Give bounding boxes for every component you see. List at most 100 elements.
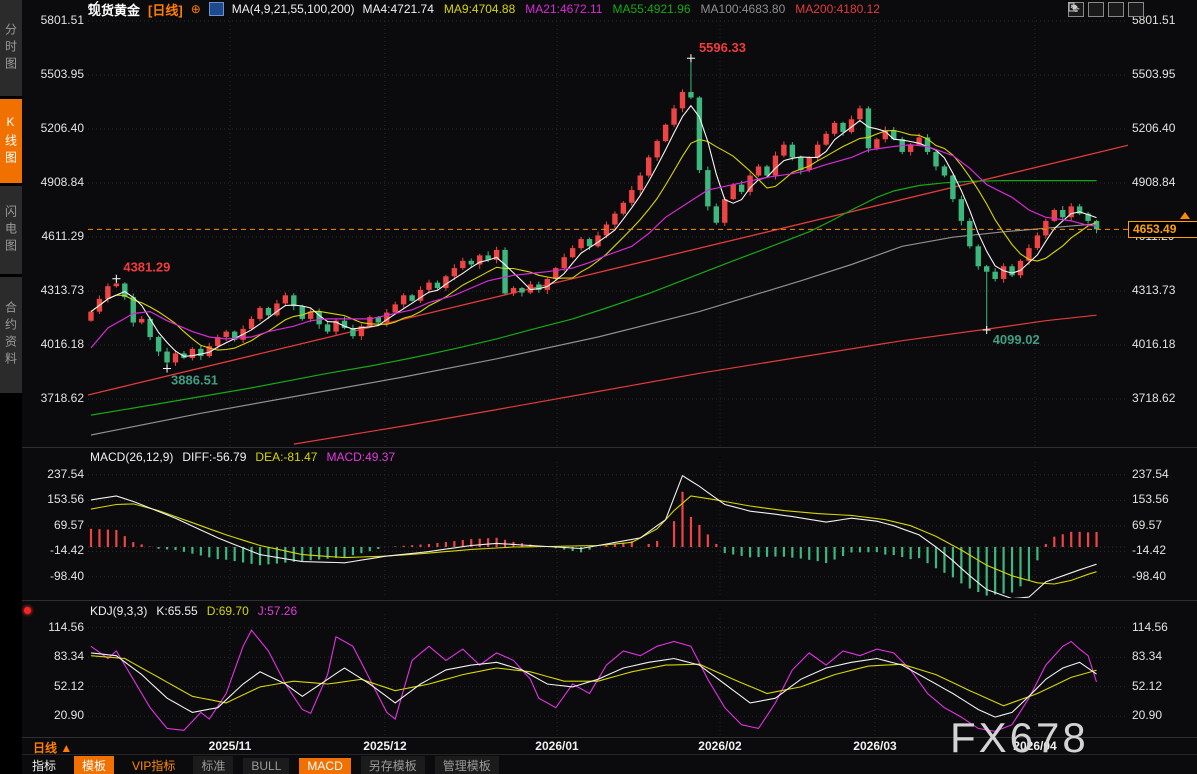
price-axis-label: 5503.95 [40,67,84,81]
candle-body [671,108,677,125]
candle-body [248,318,255,329]
chart-type-icon[interactable] [88,1,224,16]
toolbar-item-MACD[interactable]: MACD [299,757,351,774]
ma-values: MA4:4721.74 MA9:4704.88 MA21:4672.11 MA55:4… [363,2,880,16]
period-selector[interactable]: 日线 ▲ [33,741,73,755]
bottom-toolbar: 指标 模板 VIP指标 标准 BULL MACD 另存模板 管理模板 [24,756,499,774]
candle-body [789,144,796,158]
low-label: 4099.02 [993,332,1040,347]
candle-body [164,351,170,363]
candle-body [1085,213,1091,221]
candle-body [392,304,398,313]
ma-value-label: MA55:4921.96 [612,2,691,16]
price-axis-label: 5206.40 [1132,121,1176,135]
candle-body [815,144,821,158]
candle-body [772,155,779,176]
candle-body [172,353,179,363]
candle-body [806,157,812,171]
sidebar-tab-分时图[interactable]: 分时图 [0,0,22,96]
kdj-axis-label: 83.34 [1132,649,1163,664]
ma-value-label: MA100:4683.80 [700,2,786,16]
topbar: 现货黄金 [日线] ⊕ MA(4,9,21,55,100,200) MA4:47… [88,1,880,18]
toolbar-item-VIP指标[interactable]: VIP指标 [132,759,176,773]
kdj-header: KDJ(9,3,3) K:65.55 D:69.70 J:57.26 [90,604,297,618]
candle-body [958,199,965,221]
candle-body [595,235,601,247]
date-axis-label: 2025/12 [363,739,407,753]
date-axis-label: 2026/01 [535,739,579,753]
candle-body [113,283,120,287]
candle-body [984,266,990,272]
sidebar-tab-K线图[interactable]: K线图 [0,99,22,183]
price-axis-label: 5503.95 [1132,67,1176,81]
candle-body [569,248,576,258]
candle-body [519,288,525,293]
candle-body [705,170,711,207]
candle-body [1009,266,1015,276]
toolbar-item-管理模板[interactable]: 管理模板 [434,756,499,774]
candle-body [409,295,415,301]
candle-body [400,295,407,305]
macd-axis-label: 237.54 [47,466,84,481]
candle-body [105,286,111,299]
period-tag[interactable]: [日线] [148,2,183,18]
candle-body [553,268,559,279]
toolbar-item-另存模板[interactable]: 另存模板 [360,756,425,774]
kdj-j-value: J:57.26 [257,604,298,618]
kdj-axis-label: 52.12 [1132,678,1163,693]
link-symbol-icon[interactable]: ⊕ [190,2,201,16]
sidebar: 分时图 K线图闪电图合约资料 [0,0,22,774]
macd-title: MACD(26,12,9) [90,450,174,464]
candle-body [662,124,669,142]
macd-axis-label: 69.57 [1132,517,1163,532]
candle-body [299,306,305,319]
candle-body [764,166,770,176]
candle-body [1068,206,1074,218]
candle-body [874,139,880,149]
toolbar-item-标准[interactable]: 标准 [193,756,234,774]
candle-body [916,137,922,145]
macd-axis-label: 153.56 [47,492,84,507]
candle-body [460,260,466,269]
swing-high-label: 4381.29 [123,260,170,275]
candle-body [477,255,483,265]
candle-body [941,166,948,176]
detach-window-icon[interactable] [1068,2,1144,17]
candle-body [375,317,381,323]
toolbar-item-BULL[interactable]: BULL [243,757,290,774]
candle-body [122,283,128,298]
candle-body [434,282,441,289]
candle-body [696,97,703,171]
candle-body [738,184,745,192]
candle-body [637,175,643,191]
candle-body [679,92,686,109]
ma-value-label: MA21:4672.11 [525,2,603,16]
candle-body [536,284,542,290]
candle-body [189,348,196,358]
candle-body [798,157,804,171]
y-axis-scale-icon[interactable] [1068,2,1104,17]
price-axis-label: 4908.84 [1132,175,1176,189]
sidebar-tab-合约资料[interactable]: 合约资料 [0,277,22,393]
candle-body [848,119,855,132]
candle-body [510,288,517,294]
sidebar-tab-闪电图[interactable]: 闪电图 [0,186,22,274]
candle-body [1026,248,1032,261]
macd-panel [88,462,1128,598]
symbol-name[interactable]: 现货黄金 [88,2,141,18]
candle-body [967,220,973,247]
candle-body [493,249,500,260]
candle-body [578,239,584,249]
candle-body [865,108,872,149]
candle-body [324,324,331,332]
x-axis-scale-icon[interactable] [1068,2,1124,17]
price-axis-label: 4611.29 [41,229,85,243]
candle-body [857,108,863,120]
candle-body [933,151,939,167]
candle-body [417,289,424,301]
alert-marker-icon [24,607,31,614]
candle-body [823,133,829,145]
toolbar-item-模板[interactable]: 模板 [74,756,115,774]
toolbar-item-指标[interactable]: 指标 [32,759,57,773]
